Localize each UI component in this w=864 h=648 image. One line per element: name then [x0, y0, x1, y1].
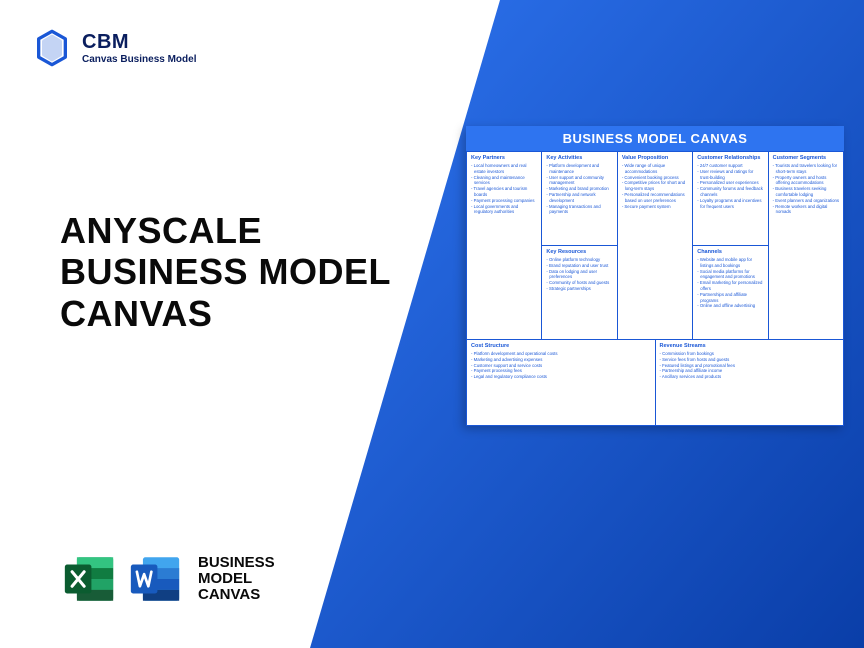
cell-item: - Tourists and travelers looking for sho…: [773, 163, 839, 175]
cell-item: - Remote workers and digital nomads: [773, 204, 839, 216]
cell-item: - Email marketing for personalized offer…: [697, 280, 763, 292]
cell-item: - Brand reputation and user trust: [546, 263, 612, 269]
cell-customer-segments: Customer Segments - Tourists and traveler…: [769, 152, 843, 339]
cell-channels: Channels - Website and mobile app for lis…: [693, 245, 767, 339]
cell-item: - User support and community management: [546, 175, 612, 187]
cell-item: - Strategic partnerships: [546, 286, 612, 292]
cell-item: - Event planners and organizations: [773, 198, 839, 204]
cell-revenue-streams: Revenue Streams- Commission from booking…: [655, 340, 844, 425]
cell-item: - Wide range of unique accommodations: [622, 163, 688, 175]
logo-subtitle: Canvas Business Model: [82, 54, 196, 65]
cell-heading: Revenue Streams: [660, 343, 840, 349]
cell-item: - Property owners and hosts offering acc…: [773, 175, 839, 187]
cell-item: - Partnerships and affiliate programs: [697, 292, 763, 304]
canvas-grid: Key Partners - Local homeowners and real …: [466, 151, 844, 426]
cell-item: - Social media platforms for engagement …: [697, 269, 763, 281]
logo-title: CBM: [82, 31, 196, 54]
cell-heading: Cost Structure: [471, 343, 651, 349]
cell-item: - Cleaning and maintenance services: [471, 175, 537, 187]
word-icon: [126, 550, 184, 608]
bmc-label: BUSINESS MODEL CANVAS: [198, 555, 275, 602]
cell-item: - User reviews and ratings for trust-bui…: [697, 169, 763, 181]
cell-item: - Partnership and network development: [546, 192, 612, 204]
cell-cost-structure: Cost Structure- Platform development and…: [467, 340, 655, 425]
cell-key-resources: Key Resources- Online platform technolog…: [542, 245, 616, 339]
file-type-icons: BUSINESS MODEL CANVAS: [60, 550, 275, 608]
cell-key-activities: Key Activities - Platform development and…: [542, 152, 616, 245]
cell-heading: Channels: [697, 249, 763, 255]
cell-item: - Secure payment system: [622, 204, 688, 210]
cell-key-partners: Key Partners - Local homeowners and real …: [467, 152, 541, 339]
cell-item: - Travel agencies and tourism boards: [471, 186, 537, 198]
cell-item: - Loyalty programs and incentives for fr…: [697, 198, 763, 210]
cell-item: - Data on lodging and user preferences: [546, 269, 612, 281]
page-title: ANYSCALE BUSINESS MODEL CANVAS: [60, 210, 391, 334]
cell-item: - Payment processing companies: [471, 198, 537, 204]
cell-heading: Key Activities: [546, 155, 612, 161]
excel-icon: [60, 550, 118, 608]
canvas-title: BUSINESS MODEL CANVAS: [466, 126, 844, 151]
cell-item: - Personalized recommendations based on …: [622, 192, 688, 204]
cell-item: - Online and offline advertising: [697, 303, 763, 309]
brand-logo: CBM Canvas Business Model: [32, 28, 196, 68]
logo-icon: [32, 28, 72, 68]
cell-item: - Legal and regulatory compliance costs: [471, 374, 651, 380]
cell-item: - Website and mobile app for listings an…: [697, 257, 763, 269]
cell-customer-relationships: Customer Relationships- 24/7 customer su…: [693, 152, 767, 245]
canvas-preview: BUSINESS MODEL CANVAS Key Partners - Loca…: [466, 126, 844, 426]
cell-item: - Competitive prices for short and long-…: [622, 180, 688, 192]
cell-heading: Key Resources: [546, 249, 612, 255]
cell-item: - Local homeowners and real estate inves…: [471, 163, 537, 175]
cell-heading: Key Partners: [471, 155, 537, 161]
cell-heading: Customer Relationships: [697, 155, 763, 161]
cell-item: - Ancillary services and products: [660, 374, 840, 380]
cell-item: - Platform development and maintenance: [546, 163, 612, 175]
cell-value-proposition: Value Proposition - Wide range of unique …: [618, 152, 692, 339]
cell-item: - Managing transactions and payments: [546, 204, 612, 216]
cell-item: - Local governments and regulatory autho…: [471, 204, 537, 216]
cell-item: - Business travelers seeking comfortable…: [773, 186, 839, 198]
cell-heading: Customer Segments: [773, 155, 839, 161]
cell-heading: Value Proposition: [622, 155, 688, 161]
cell-item: - Community forums and feedback channels: [697, 186, 763, 198]
